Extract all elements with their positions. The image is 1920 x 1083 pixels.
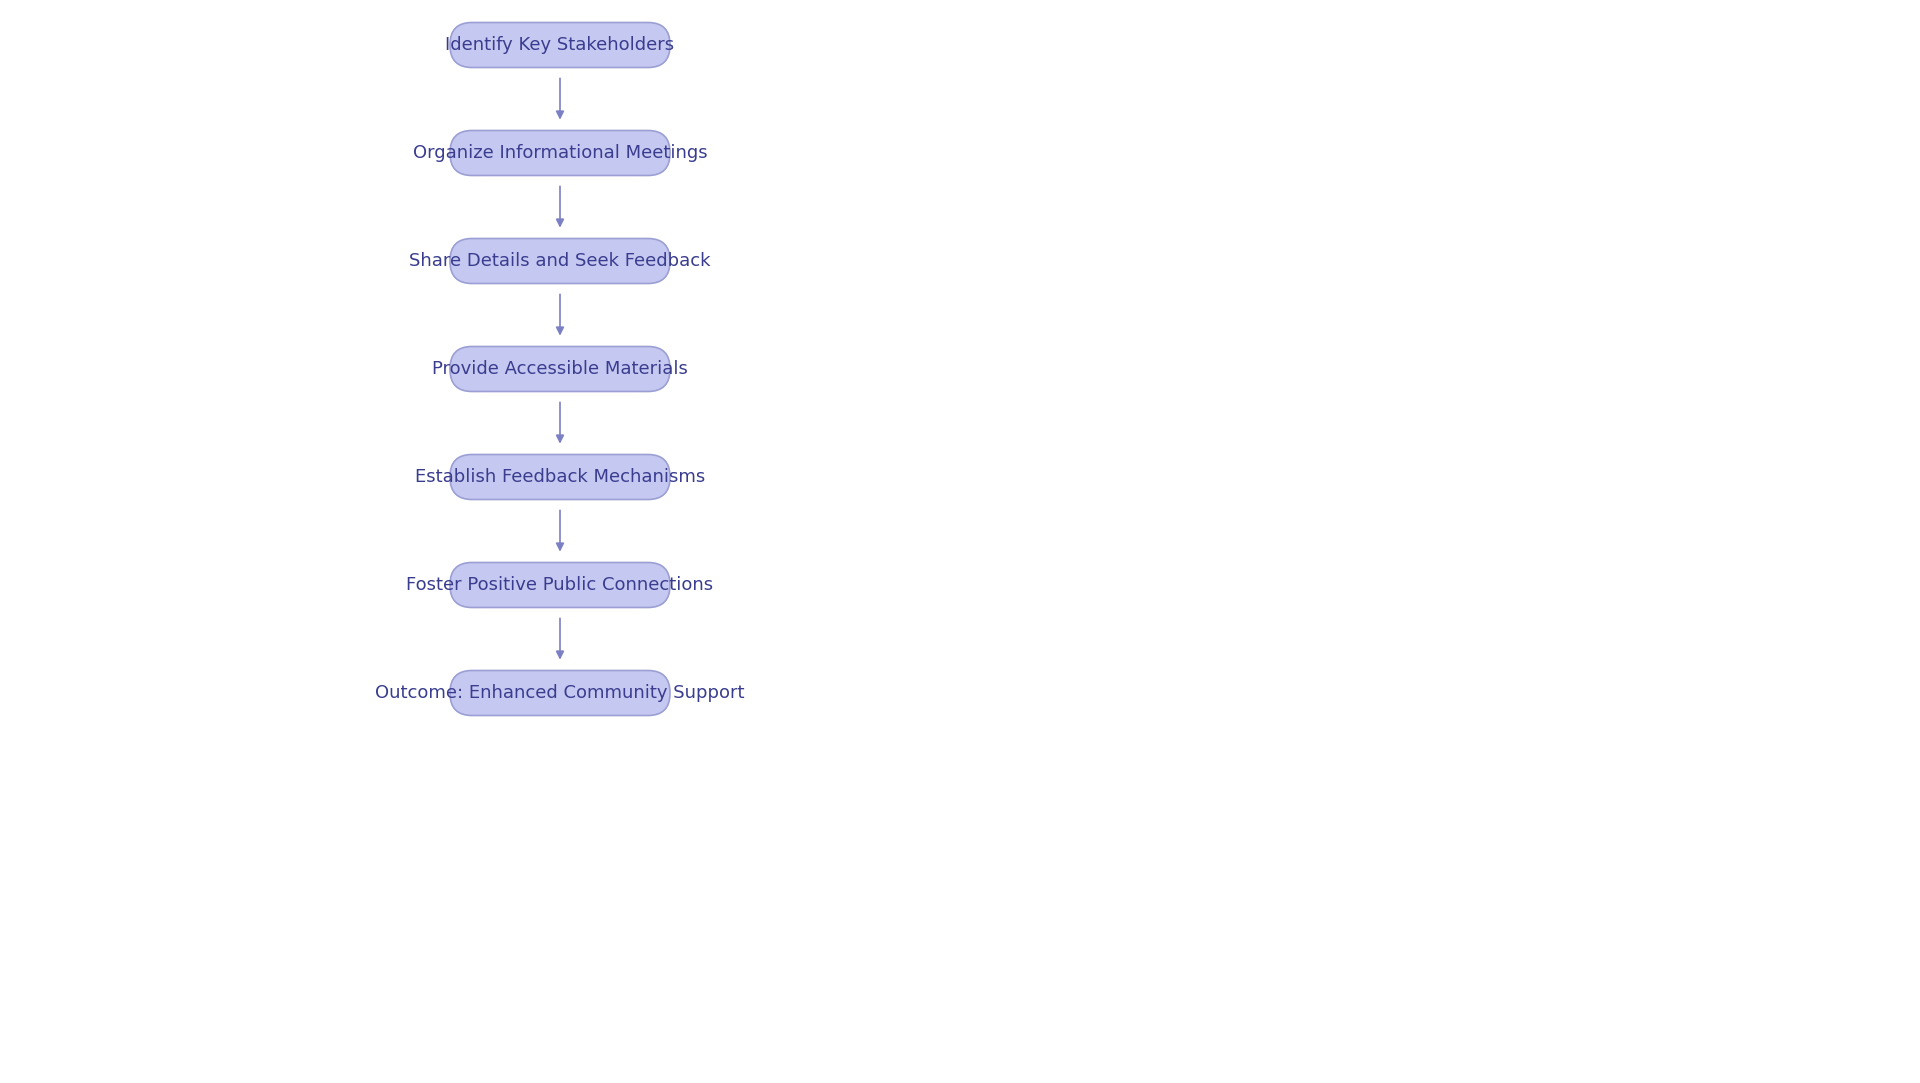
Text: Foster Positive Public Connections: Foster Positive Public Connections xyxy=(407,576,714,593)
FancyBboxPatch shape xyxy=(449,347,670,391)
FancyBboxPatch shape xyxy=(449,238,670,284)
Text: Organize Informational Meetings: Organize Informational Meetings xyxy=(413,144,707,162)
Text: Provide Accessible Materials: Provide Accessible Materials xyxy=(432,360,687,378)
FancyBboxPatch shape xyxy=(449,562,670,608)
Text: Share Details and Seek Feedback: Share Details and Seek Feedback xyxy=(409,252,710,270)
FancyBboxPatch shape xyxy=(449,23,670,67)
FancyBboxPatch shape xyxy=(449,670,670,716)
Text: Establish Feedback Mechanisms: Establish Feedback Mechanisms xyxy=(415,468,705,486)
FancyBboxPatch shape xyxy=(449,455,670,499)
Text: Outcome: Enhanced Community Support: Outcome: Enhanced Community Support xyxy=(374,684,745,702)
Text: Identify Key Stakeholders: Identify Key Stakeholders xyxy=(445,36,674,54)
FancyBboxPatch shape xyxy=(449,130,670,175)
